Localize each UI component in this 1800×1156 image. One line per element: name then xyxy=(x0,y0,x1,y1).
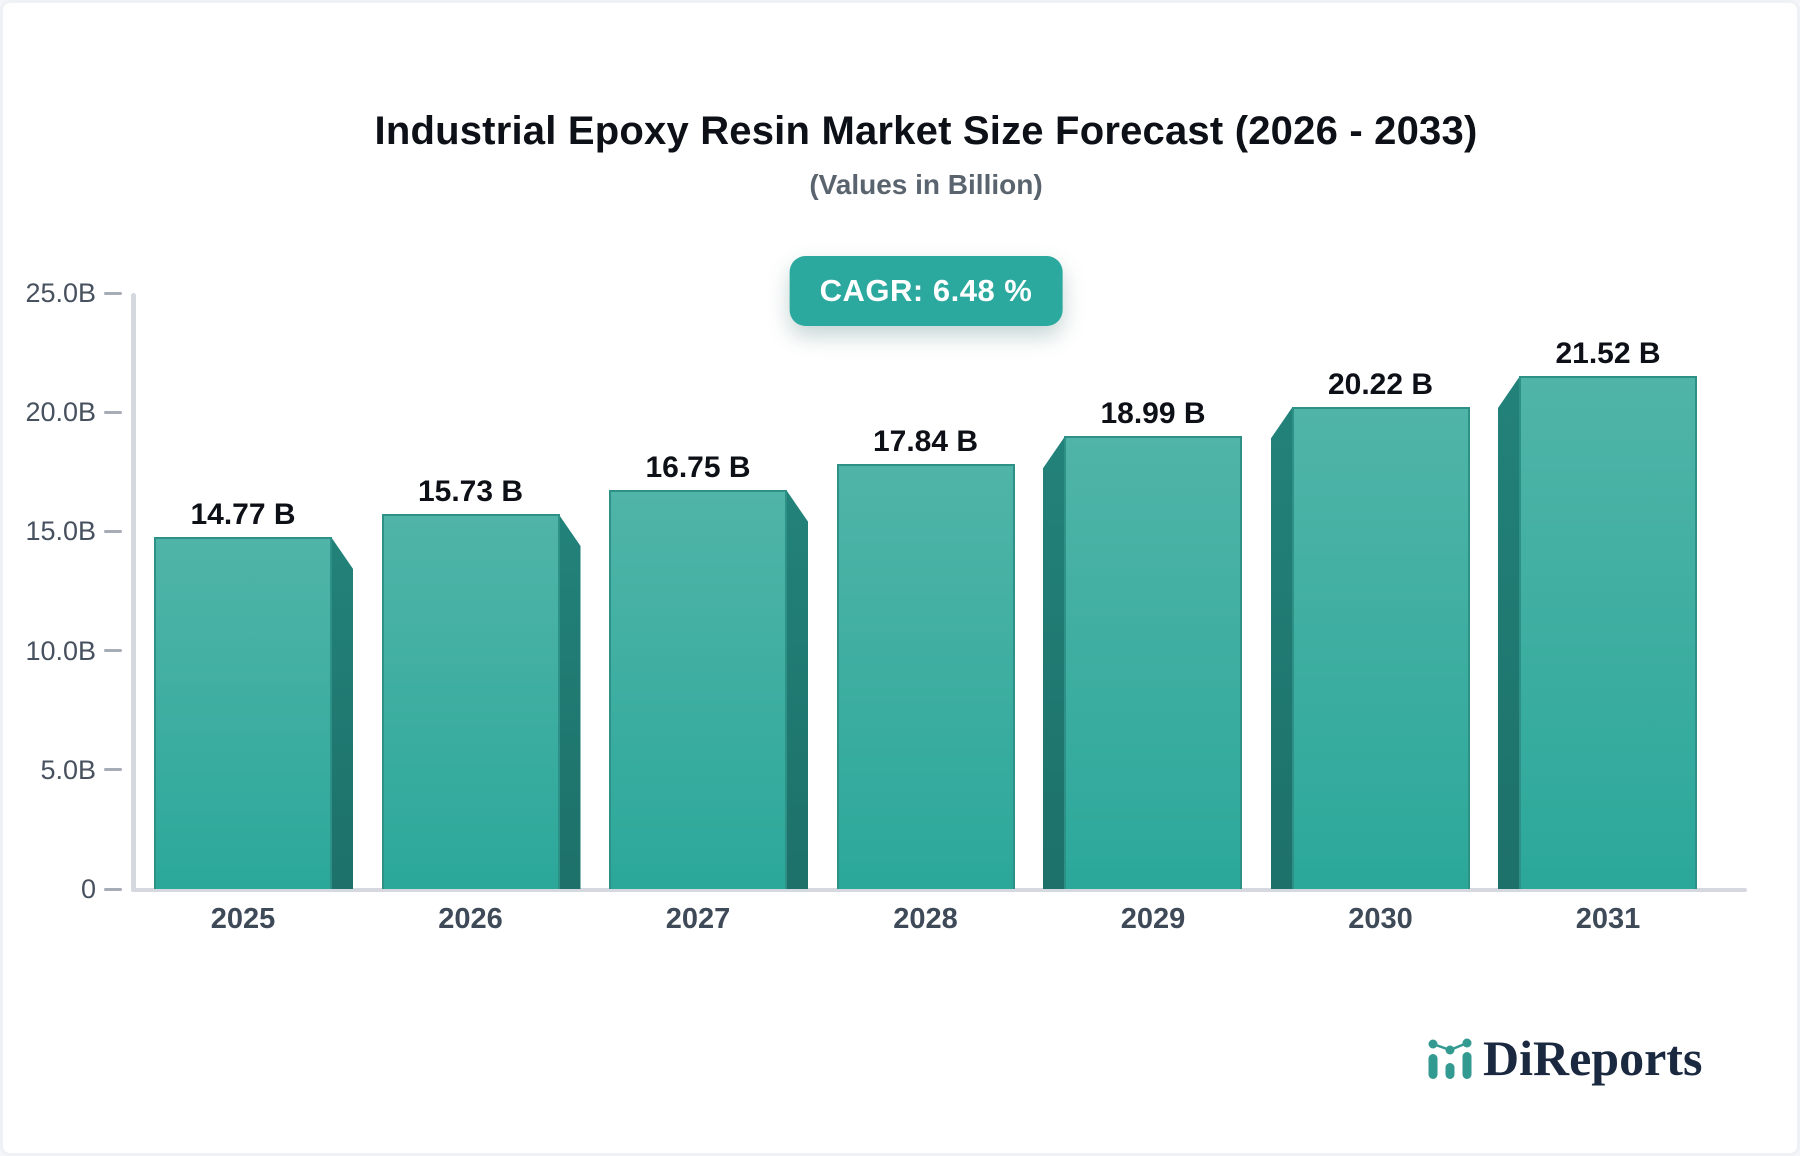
bar-side-face-2029 xyxy=(1043,436,1065,889)
bar-2029 xyxy=(1064,436,1242,889)
x-axis-label-2026: 2026 xyxy=(438,903,503,935)
bar-value-label-2027: 16.75 B xyxy=(645,450,751,484)
y-axis-line xyxy=(131,293,136,892)
bar-2031 xyxy=(1519,375,1697,889)
bar-value-label-2026: 15.73 B xyxy=(417,474,524,508)
bar-2026 xyxy=(381,513,560,889)
bar-side-face-2025 xyxy=(331,536,353,889)
y-tick-mark xyxy=(104,529,122,533)
x-axis-label-2030: 2030 xyxy=(1348,903,1413,935)
cagr-badge-label: CAGR: 6.48 % xyxy=(819,273,1033,308)
bar-side-face-2026 xyxy=(558,513,581,889)
y-tick-mark xyxy=(104,649,122,653)
logo-text: DiReports xyxy=(1483,1030,1703,1086)
bar-side-face-2030 xyxy=(1270,406,1293,889)
y-tick-label: 10.0B xyxy=(25,635,96,666)
bar-2028 xyxy=(836,463,1015,889)
bar-side-face-2031 xyxy=(1498,375,1520,889)
x-axis-label-2027: 2027 xyxy=(665,903,731,935)
chart-title: Industrial Epoxy Resin Market Size Forec… xyxy=(374,109,1478,153)
bar-side-face-2027 xyxy=(786,489,808,889)
y-tick-label: 20.0B xyxy=(25,397,96,428)
bar-2027 xyxy=(609,489,787,889)
bar-value-label-2025: 14.77 B xyxy=(190,497,296,531)
chart-subtitle: (Values in Billion) xyxy=(809,169,1043,200)
x-axis-label-2028: 2028 xyxy=(893,903,958,935)
bar-value-label-2028: 17.84 B xyxy=(872,424,979,458)
y-tick-mark xyxy=(104,768,122,772)
bar-value-label-2029: 18.99 B xyxy=(1100,397,1206,431)
y-tick-label: 25.0B xyxy=(25,278,96,308)
y-tick-mark xyxy=(104,410,122,414)
y-tick-mark xyxy=(104,291,122,295)
y-tick-label: 0 xyxy=(80,874,96,904)
bar-value-label-2030: 20.22 B xyxy=(1327,367,1434,401)
y-tick-label: 5.0B xyxy=(40,754,96,785)
direports-logo[interactable]: DiReports xyxy=(1427,1031,1702,1085)
cagr-badge: CAGR: 6.48 % xyxy=(789,256,1063,326)
x-axis-label-2025: 2025 xyxy=(210,903,276,935)
bar-2030 xyxy=(1291,406,1470,889)
y-tick-mark xyxy=(104,887,122,891)
bar-value-label-2031: 21.52 B xyxy=(1555,336,1661,370)
bar-2025 xyxy=(154,536,332,889)
bar-chart-plot-area: 0 5.0B 10.0B 15.0B 20.0B 25.0B 14.77 B 2025 15.7… xyxy=(3,3,1797,1153)
x-axis-label-2031: 2031 xyxy=(1575,903,1641,935)
x-axis-label-2029: 2029 xyxy=(1120,903,1186,935)
mini-bar-chart-icon xyxy=(1428,1038,1472,1079)
y-tick-label: 15.0B xyxy=(25,516,96,547)
x-axis-line xyxy=(131,888,1747,892)
